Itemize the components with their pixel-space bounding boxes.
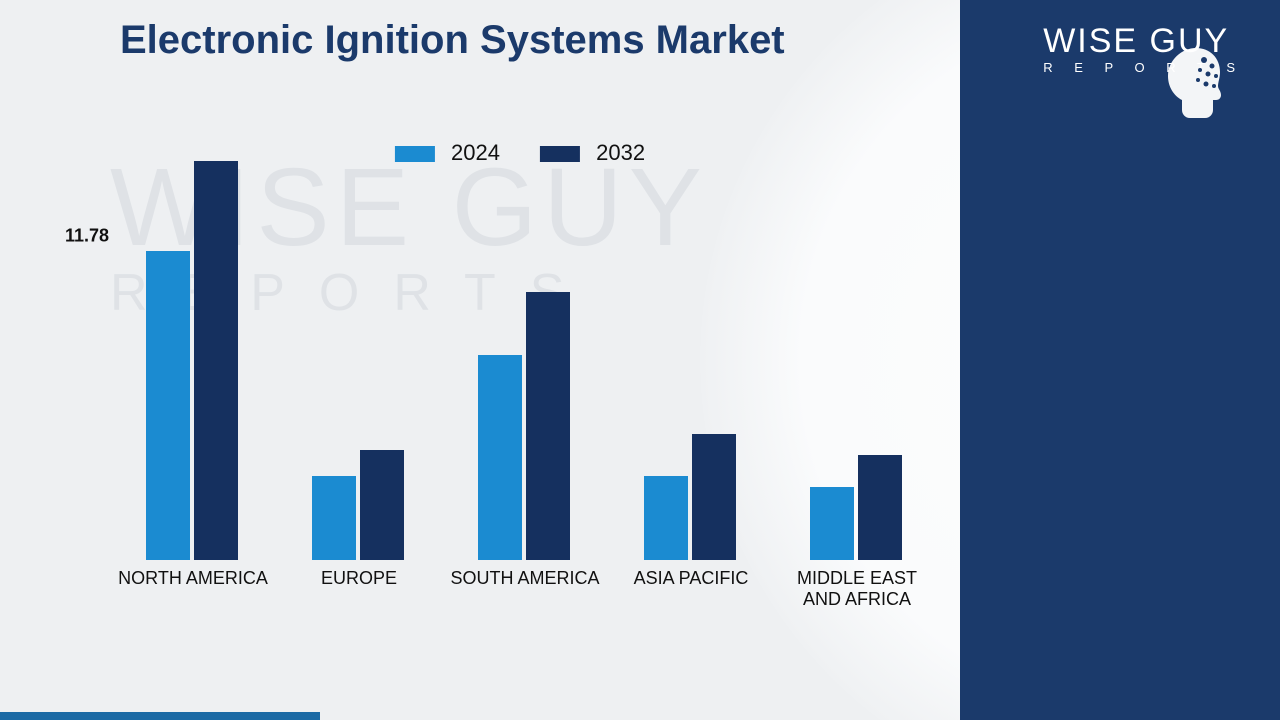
- y-tick-label: 11.78: [65, 225, 109, 246]
- bar-2024: [810, 487, 854, 561]
- y-axis-ticks: 11.78: [112, 140, 113, 560]
- category-label: MIDDLE EAST AND AFRICA: [782, 568, 932, 609]
- category-label: EUROPE: [284, 568, 434, 589]
- brain-head-icon: [1160, 42, 1232, 120]
- decor-bottom-bar: [0, 712, 320, 720]
- bar-2032: [360, 450, 404, 560]
- bar-2032: [692, 434, 736, 560]
- brand-band: [960, 0, 1280, 720]
- bar-2024: [644, 476, 688, 560]
- category-label: SOUTH AMERICA: [450, 568, 600, 589]
- bar-2032: [194, 161, 238, 560]
- plot-area: NORTH AMERICAEUROPESOUTH AMERICAASIA PAC…: [118, 140, 970, 560]
- bar-2024: [146, 251, 190, 560]
- brand-logo: WISE GUY R E P O R T S: [1043, 24, 1244, 75]
- bar-2024: [312, 476, 356, 560]
- bar-2024: [478, 355, 522, 560]
- bar-2032: [858, 455, 902, 560]
- category-label: ASIA PACIFIC: [616, 568, 766, 589]
- category-label: NORTH AMERICA: [118, 568, 268, 589]
- infographic-canvas: WISE GUY REPORTS Electronic Ignition Sys…: [0, 0, 1280, 720]
- chart-title: Electronic Ignition Systems Market: [120, 18, 785, 63]
- bar-chart: 2024 2032 Market Size in USD Billion 11.…: [70, 140, 970, 620]
- bar-2032: [526, 292, 570, 560]
